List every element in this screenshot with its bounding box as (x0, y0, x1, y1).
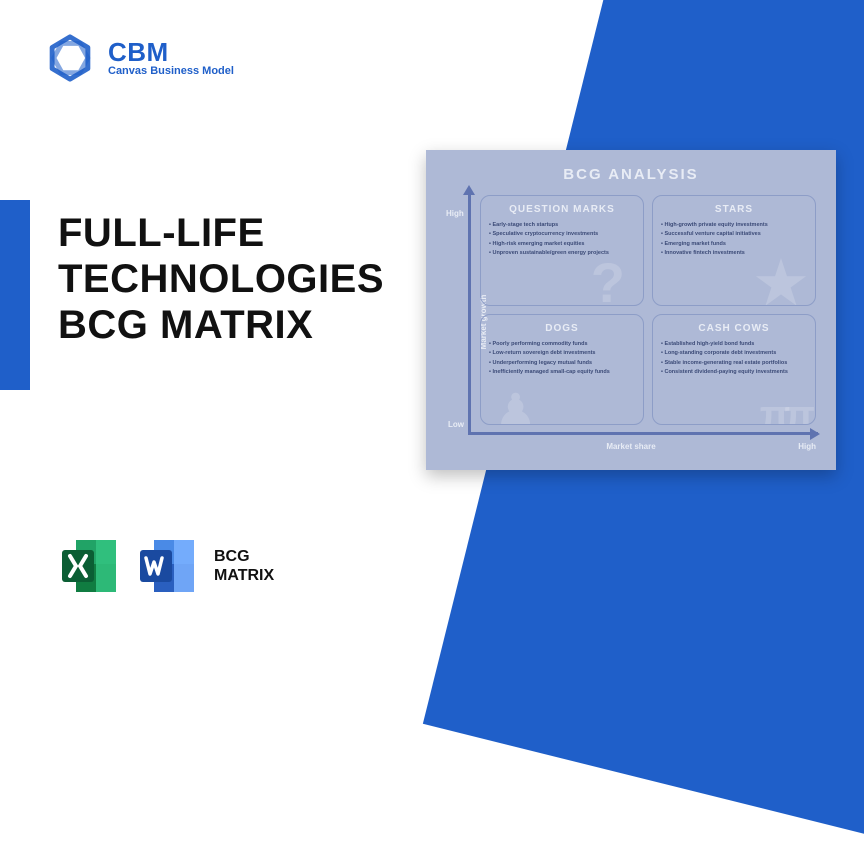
quadrant-title: QUESTION MARKS (489, 204, 635, 215)
word-icon (136, 534, 200, 598)
quadrant-items: Early-stage tech startupsSpeculative cry… (489, 221, 635, 258)
card-title: BCG ANALYSIS (444, 166, 818, 183)
brand-subtitle: Canvas Business Model (108, 65, 234, 77)
bcg-chart: High Low High Market growth Market share… (444, 191, 818, 453)
icon-label-line-1: BCG (214, 547, 274, 566)
list-item: Speculative cryptocurrency investments (489, 230, 635, 239)
list-item: Early-stage tech startups (489, 221, 635, 230)
quadrant-cash-cows: ππ CASH COWS Established high-yield bond… (652, 314, 816, 425)
list-item: Emerging market funds (661, 240, 807, 249)
list-item: High-growth private equity investments (661, 221, 807, 230)
quadrant-items: Poorly performing commodity fundsLow-ret… (489, 340, 635, 377)
y-axis-high-label: High (446, 209, 464, 218)
quadrant-question-marks: ? QUESTION MARKS Early-stage tech startu… (480, 195, 644, 306)
list-item: Poorly performing commodity funds (489, 340, 635, 349)
quadrant-items: High-growth private equity investmentsSu… (661, 221, 807, 258)
list-item: Unproven sustainable/green energy projec… (489, 249, 635, 258)
title-line-2: TECHNOLOGIES (58, 256, 384, 302)
cbm-logo-icon (44, 32, 96, 84)
quadrant-title: STARS (661, 204, 807, 215)
cow-watermark-icon: ππ (760, 393, 809, 425)
list-item: High-risk emerging market equities (489, 240, 635, 249)
title-line-3: BCG MATRIX (58, 302, 384, 348)
quadrant-grid: ? QUESTION MARKS Early-stage tech startu… (480, 195, 816, 425)
quadrant-stars: ★ STARS High-growth private equity inves… (652, 195, 816, 306)
dog-watermark-icon: ♟ (495, 384, 536, 425)
list-item: Successful venture capital initiatives (661, 230, 807, 239)
list-item: Established high-yield bond funds (661, 340, 807, 349)
y-axis-low-label: Low (448, 420, 464, 429)
title-line-1: FULL-LIFE (58, 210, 384, 256)
y-axis (468, 191, 471, 433)
x-axis-title: Market share (606, 442, 655, 451)
brand-logo: CBM Canvas Business Model (44, 32, 234, 84)
question-mark-watermark-icon: ? (591, 250, 625, 306)
list-item: Inefficiently managed small-cap equity f… (489, 368, 635, 377)
x-axis-high-label: High (798, 442, 816, 451)
quadrant-title: DOGS (489, 323, 635, 334)
bcg-analysis-card: BCG ANALYSIS High Low High Market growth… (426, 150, 836, 470)
page-title: FULL-LIFE TECHNOLOGIES BCG MATRIX (58, 210, 384, 348)
icon-label-line-2: MATRIX (214, 566, 274, 585)
list-item: Low-return sovereign debt investments (489, 349, 635, 358)
list-item: Consistent dividend-paying equity invest… (661, 368, 807, 377)
x-axis (468, 432, 818, 435)
icon-row-label: BCG MATRIX (214, 547, 274, 585)
list-item: Underperforming legacy mutual funds (489, 359, 635, 368)
quadrant-title: CASH COWS (661, 323, 807, 334)
list-item: Long-standing corporate debt investments (661, 349, 807, 358)
excel-icon (58, 534, 122, 598)
accent-bar (0, 200, 30, 390)
quadrant-items: Established high-yield bond fundsLong-st… (661, 340, 807, 377)
quadrant-dogs: ♟ DOGS Poorly performing commodity funds… (480, 314, 644, 425)
file-format-icons: BCG MATRIX (58, 534, 274, 598)
list-item: Stable income-generating real estate por… (661, 359, 807, 368)
list-item: Innovative fintech investments (661, 249, 807, 258)
brand-name: CBM (108, 39, 234, 65)
x-axis-arrow-icon (810, 428, 820, 440)
